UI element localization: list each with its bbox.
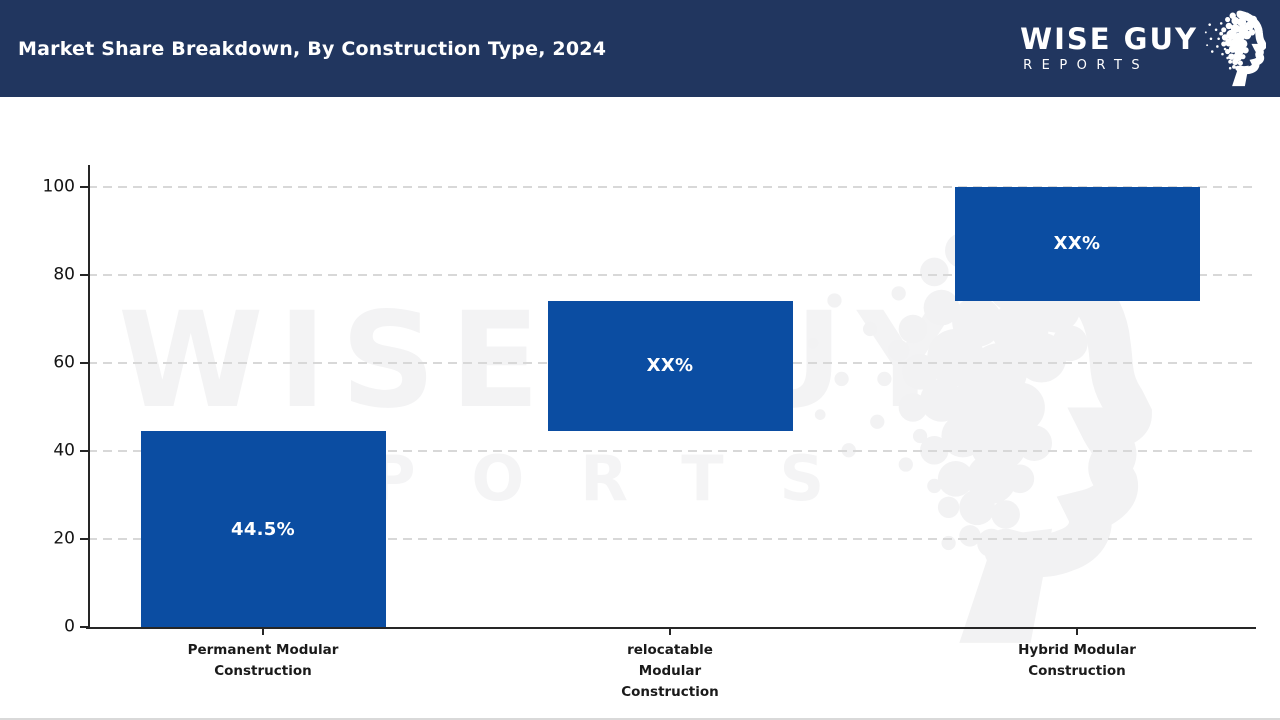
gridline: [88, 186, 1256, 188]
bottom-divider: [0, 718, 1280, 720]
y-tick-label: 60: [53, 352, 75, 373]
x-category-label-line: Modular: [638, 662, 702, 679]
bar-value-label: XX%: [1053, 233, 1101, 255]
gridline: [88, 450, 1256, 452]
x-category-label: Hybrid Modular Construction: [1018, 640, 1136, 682]
brand-subtitle: REPORTS: [1023, 57, 1150, 73]
bar-3: XX%: [954, 187, 1200, 301]
x-category-label-line: Construction: [214, 662, 312, 679]
x-category-label-line: relocatable: [627, 642, 713, 658]
y-tick-mark: [80, 538, 88, 540]
y-tick-mark: [80, 274, 88, 276]
x-category-label-line: Construction: [621, 683, 719, 700]
x-category-label-line: Hybrid Modular: [1018, 642, 1136, 658]
x-category-label: Permanent Modular Construction: [188, 640, 339, 682]
brand-name: WISE GUY: [1020, 21, 1198, 56]
y-tick-label: 80: [53, 264, 75, 285]
y-tick-mark: [80, 626, 88, 628]
bar-value-label: XX%: [646, 355, 694, 377]
x-tick-mark: [262, 627, 264, 635]
x-category-label: relocatable Modular Construction: [621, 640, 719, 703]
x-category-label-line: Construction: [1028, 662, 1126, 679]
gridline: [88, 538, 1256, 540]
y-tick-label: 40: [53, 440, 75, 461]
x-tick-mark: [1076, 627, 1078, 635]
brand-logo: WISE GUY REPORTS: [1020, 10, 1266, 88]
y-tick-mark: [80, 186, 88, 188]
page-title: Market Share Breakdown, By Construction …: [18, 37, 607, 60]
bar-1: 44.5%: [140, 431, 386, 627]
x-axis: [86, 626, 1256, 629]
x-category-label-line: Permanent Modular: [187, 642, 339, 658]
y-tick-label: 0: [64, 616, 75, 637]
header: Market Share Breakdown, By Construction …: [0, 0, 1280, 97]
x-tick-mark: [669, 627, 671, 635]
brand-logo-text: WISE GUY REPORTS: [1020, 21, 1198, 73]
y-tick-label: 20: [53, 528, 75, 549]
y-axis: [88, 165, 90, 627]
y-tick-mark: [80, 450, 88, 452]
watermark-brand-name: WISE GUY: [118, 284, 968, 438]
plot-area: 0 20 40 60 80 100 44.5% XX% XX%: [43, 165, 1256, 635]
gridline: [88, 274, 1256, 276]
y-tick-label: 100: [42, 176, 75, 197]
y-tick-mark: [80, 362, 88, 365]
bar-2: XX%: [547, 300, 793, 432]
bar-value-label: 44.5%: [231, 518, 295, 540]
